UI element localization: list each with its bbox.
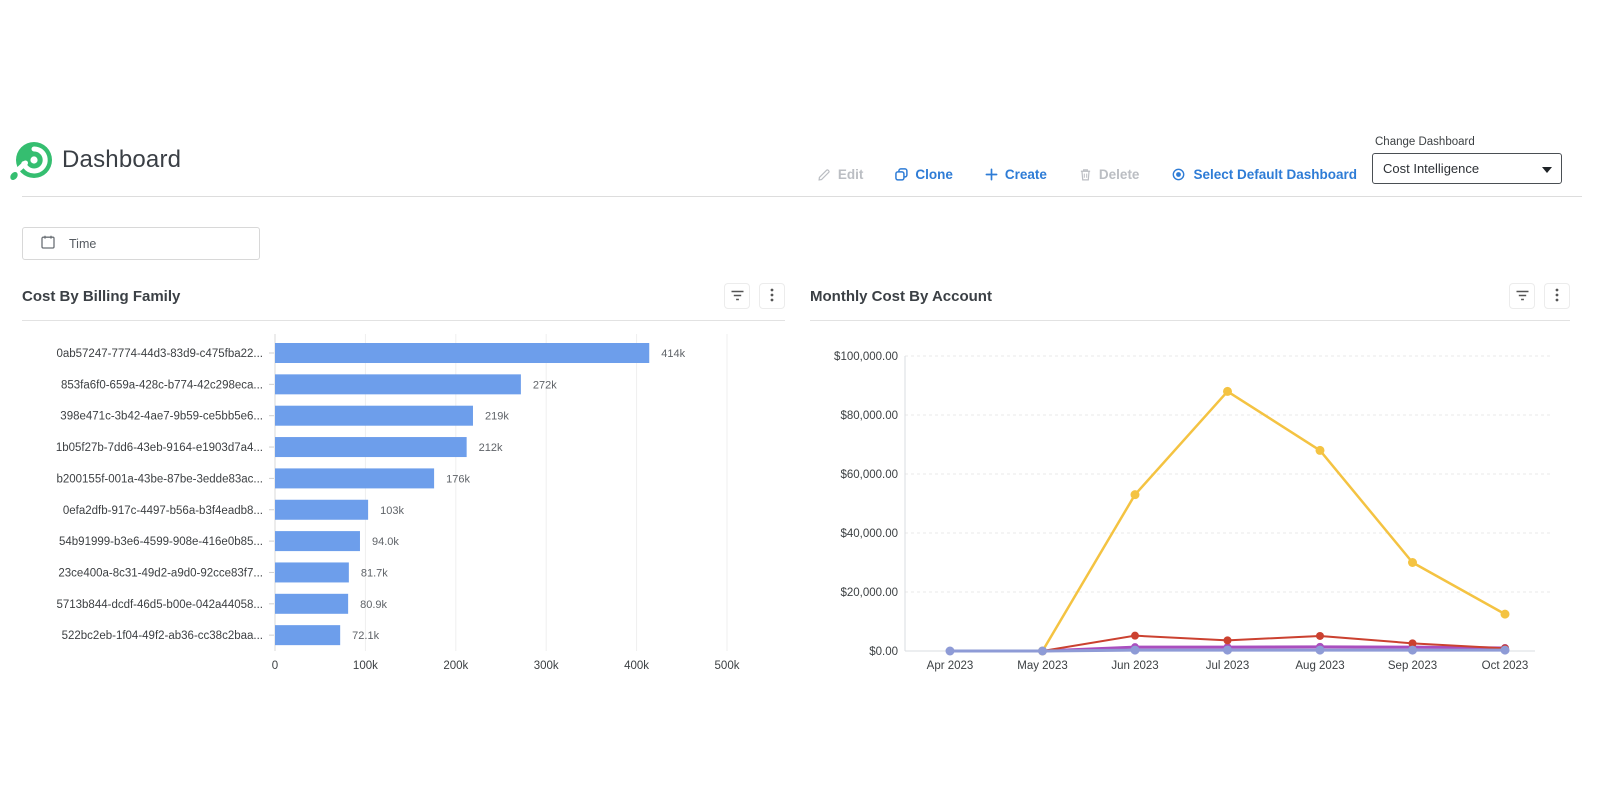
clone-button-label: Clone bbox=[915, 167, 953, 182]
svg-text:94.0k: 94.0k bbox=[372, 536, 399, 548]
change-dashboard-label: Change Dashboard bbox=[1375, 136, 1475, 148]
svg-text:Aug 2023: Aug 2023 bbox=[1295, 660, 1344, 672]
svg-text:$60,000.00: $60,000.00 bbox=[840, 469, 898, 481]
kebab-menu-icon bbox=[770, 288, 774, 305]
svg-text:5713b844-dcdf-46d5-b00e-042a44: 5713b844-dcdf-46d5-b00e-042a44058... bbox=[56, 599, 263, 611]
chevron-down-icon bbox=[1542, 167, 1552, 173]
panel-title: Cost By Billing Family bbox=[22, 287, 181, 305]
eye-icon bbox=[1171, 168, 1186, 181]
more-options-button[interactable] bbox=[759, 283, 785, 309]
dashboard-toolbar: Edit Clone Create Delete Select Default … bbox=[818, 167, 1357, 182]
svg-text:500k: 500k bbox=[715, 660, 740, 672]
svg-text:272k: 272k bbox=[533, 379, 557, 391]
svg-text:0: 0 bbox=[272, 660, 278, 672]
svg-text:$40,000.00: $40,000.00 bbox=[840, 528, 898, 540]
panel-title: Monthly Cost By Account bbox=[810, 287, 992, 305]
dashboard-select[interactable]: Cost Intelligence bbox=[1372, 153, 1562, 184]
svg-text:522bc2eb-1f04-49f2-ab36-cc38c2: 522bc2eb-1f04-49f2-ab36-cc38c2baa... bbox=[62, 630, 263, 642]
select-default-dashboard-label: Select Default Dashboard bbox=[1193, 167, 1357, 182]
time-filter-label: Time bbox=[69, 236, 97, 251]
create-button[interactable]: Create bbox=[985, 167, 1047, 182]
time-filter-button[interactable]: Time bbox=[22, 227, 260, 260]
app-logo-icon bbox=[10, 142, 52, 180]
panel-header: Cost By Billing Family bbox=[22, 278, 785, 314]
header-divider bbox=[22, 196, 1582, 197]
svg-text:Apr 2023: Apr 2023 bbox=[927, 660, 974, 672]
trash-icon bbox=[1079, 168, 1092, 181]
monthly-cost-by-account-chart: $0.00 $20,000.00 $40,000.00 $60,000.00 $80,0… bbox=[834, 351, 1550, 672]
svg-text:80.9k: 80.9k bbox=[360, 599, 387, 611]
more-options-button[interactable] bbox=[1544, 283, 1570, 309]
svg-text:853fa6f0-659a-428c-b774-42c298: 853fa6f0-659a-428c-b774-42c298eca... bbox=[61, 379, 263, 391]
svg-text:212k: 212k bbox=[479, 442, 503, 454]
svg-text:1b05f27b-7dd6-43eb-9164-e1903d: 1b05f27b-7dd6-43eb-9164-e1903d7a4... bbox=[56, 442, 263, 454]
svg-text:176k: 176k bbox=[446, 473, 470, 485]
svg-text:0ab57247-7774-44d3-83d9-c475fb: 0ab57247-7774-44d3-83d9-c475fba22... bbox=[56, 348, 263, 360]
dashboard-select-value: Cost Intelligence bbox=[1383, 161, 1480, 176]
kebab-menu-icon bbox=[1555, 288, 1559, 305]
change-dashboard: Change Dashboard Cost Intelligence bbox=[1372, 136, 1562, 184]
filter-button[interactable] bbox=[724, 283, 750, 309]
delete-button-label: Delete bbox=[1098, 167, 1140, 182]
svg-text:398e471c-3b42-4ae7-9b59-ce5bb5: 398e471c-3b42-4ae7-9b59-ce5bb5e6... bbox=[60, 411, 263, 423]
filter-button[interactable] bbox=[1509, 283, 1535, 309]
create-button-label: Create bbox=[1004, 167, 1047, 182]
svg-text:$20,000.00: $20,000.00 bbox=[840, 587, 898, 599]
svg-text:81.7k: 81.7k bbox=[361, 567, 388, 579]
svg-text:$0.00: $0.00 bbox=[869, 646, 898, 658]
svg-text:Oct 2023: Oct 2023 bbox=[1482, 660, 1529, 672]
svg-text:414k: 414k bbox=[661, 348, 685, 360]
pencil-icon bbox=[818, 168, 831, 181]
select-default-dashboard-button[interactable]: Select Default Dashboard bbox=[1171, 167, 1357, 182]
monthly-cost-by-account-panel: Monthly Cost By Account $0.00 $20,000.00 $… bbox=[810, 278, 1570, 682]
cost-by-billing-family-chart: 0 100k 200k 300k 400k 500k 0ab57247-7774-44d3-… bbox=[56, 334, 740, 672]
cost-by-billing-family-panel: Cost By Billing Family 0 100k 200k 300k 400k… bbox=[22, 278, 785, 682]
svg-text:$100,000.00: $100,000.00 bbox=[834, 351, 898, 363]
svg-text:200k: 200k bbox=[443, 660, 468, 672]
svg-text:May 2023: May 2023 bbox=[1017, 660, 1068, 672]
panel-header: Monthly Cost By Account bbox=[810, 278, 1570, 314]
svg-text:103k: 103k bbox=[380, 505, 404, 517]
panel-divider bbox=[22, 320, 785, 321]
edit-button[interactable]: Edit bbox=[818, 167, 864, 182]
filter-icon bbox=[731, 289, 744, 304]
filter-icon bbox=[1516, 289, 1529, 304]
svg-text:$80,000.00: $80,000.00 bbox=[840, 410, 898, 422]
clone-button[interactable]: Clone bbox=[895, 167, 953, 182]
clone-icon bbox=[895, 168, 909, 181]
delete-button[interactable]: Delete bbox=[1079, 167, 1140, 182]
svg-text:100k: 100k bbox=[353, 660, 378, 672]
svg-text:219k: 219k bbox=[485, 411, 509, 423]
svg-text:0efa2dfb-917c-4497-b56a-b3f4ea: 0efa2dfb-917c-4497-b56a-b3f4eadb8... bbox=[63, 505, 263, 517]
svg-text:400k: 400k bbox=[624, 660, 649, 672]
calendar-icon bbox=[41, 235, 55, 252]
panel-divider bbox=[810, 320, 1570, 321]
plus-icon bbox=[985, 168, 998, 181]
svg-text:300k: 300k bbox=[534, 660, 559, 672]
svg-text:Jul 2023: Jul 2023 bbox=[1206, 660, 1249, 672]
svg-text:23ce400a-8c31-49d2-a9d0-92cce8: 23ce400a-8c31-49d2-a9d0-92cce83f7... bbox=[58, 567, 263, 579]
svg-text:54b91999-b3e6-4599-908e-416e0b: 54b91999-b3e6-4599-908e-416e0b85... bbox=[59, 536, 263, 548]
svg-text:b200155f-001a-43be-87be-3edde8: b200155f-001a-43be-87be-3edde83ac... bbox=[56, 473, 263, 485]
page-title: Dashboard bbox=[62, 146, 182, 173]
svg-text:Sep 2023: Sep 2023 bbox=[1388, 660, 1437, 672]
svg-text:72.1k: 72.1k bbox=[352, 630, 379, 642]
svg-text:Jun 2023: Jun 2023 bbox=[1111, 660, 1158, 672]
edit-button-label: Edit bbox=[837, 167, 864, 182]
